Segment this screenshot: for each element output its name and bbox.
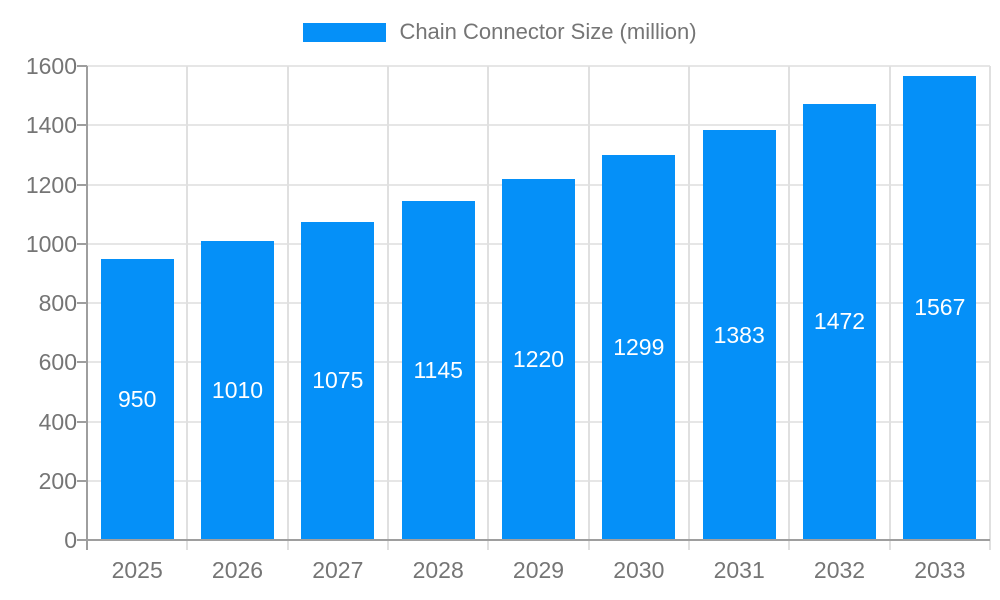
v-gridline [788,66,791,550]
y-axis-label: 1000 [25,230,77,257]
y-axis-label: 400 [38,408,77,435]
bar-value-label: 1299 [613,334,665,361]
v-gridline [688,66,690,550]
y-axis-tick [77,302,87,304]
bar[interactable]: 1010 [201,240,274,540]
y-axis-label: 800 [38,290,77,316]
x-axis-label: 2029 [512,557,565,583]
y-axis-label: 1200 [25,171,77,198]
x-axis-label: 2032 [813,557,866,583]
bar[interactable]: 1220 [502,178,575,540]
x-axis-label: 2031 [713,557,765,583]
y-axis-line [86,66,88,550]
y-axis-label: 600 [38,349,77,376]
x-axis-label: 2025 [111,557,163,583]
v-gridline [286,66,289,550]
y-axis-tick [77,361,87,364]
x-axis-line [77,539,990,541]
x-axis-label: 2027 [312,557,364,583]
x-axis-label: 2030 [613,557,665,583]
bar-value-label: 1075 [312,367,364,394]
bar-value-label: 1472 [813,308,866,335]
v-gridline [989,66,991,550]
legend-label: Chain Connector Size (million) [399,19,697,44]
bar[interactable]: 1472 [803,103,876,540]
bar-value-label: 1010 [211,376,264,403]
legend[interactable]: Chain Connector Size (million) [0,13,1000,51]
h-gridline [87,65,990,67]
bar[interactable]: 950 [100,258,174,540]
y-axis-label: 200 [38,467,77,494]
bar-value-label: 1145 [413,356,463,383]
x-axis-label: 2033 [914,557,966,583]
y-axis-label: 1600 [25,53,77,79]
y-axis-tick [77,420,87,423]
x-axis-label: 2026 [211,557,264,583]
y-axis-tick [77,65,87,67]
y-axis-tick [77,479,87,482]
bar[interactable]: 1567 [903,75,977,540]
bar-value-label: 1383 [713,321,765,348]
bar[interactable]: 1145 [401,200,475,540]
h-gridline [87,124,990,127]
bar-value-label: 950 [118,385,157,412]
plot-area: 950 1010 1075 1145 1220 1299 1383 1472 1567 [77,65,991,550]
x-axis-label: 2028 [412,557,464,583]
y-axis-tick [77,183,87,186]
bar[interactable]: 1383 [702,130,776,540]
y-axis-label: 1400 [25,112,77,139]
bar[interactable]: 1299 [602,155,676,540]
bar[interactable]: 1075 [301,221,375,540]
v-gridline [587,66,590,550]
y-axis-tick [77,124,87,127]
bar-value-label: 1567 [914,294,966,321]
y-axis-tick [77,242,87,245]
bar-value-label: 1220 [512,345,565,372]
v-gridline [387,66,389,550]
v-gridline [186,66,189,550]
y-axis-label: 0 [64,527,77,553]
v-gridline [487,66,490,550]
v-gridline [888,66,891,550]
legend-swatch [303,22,387,42]
